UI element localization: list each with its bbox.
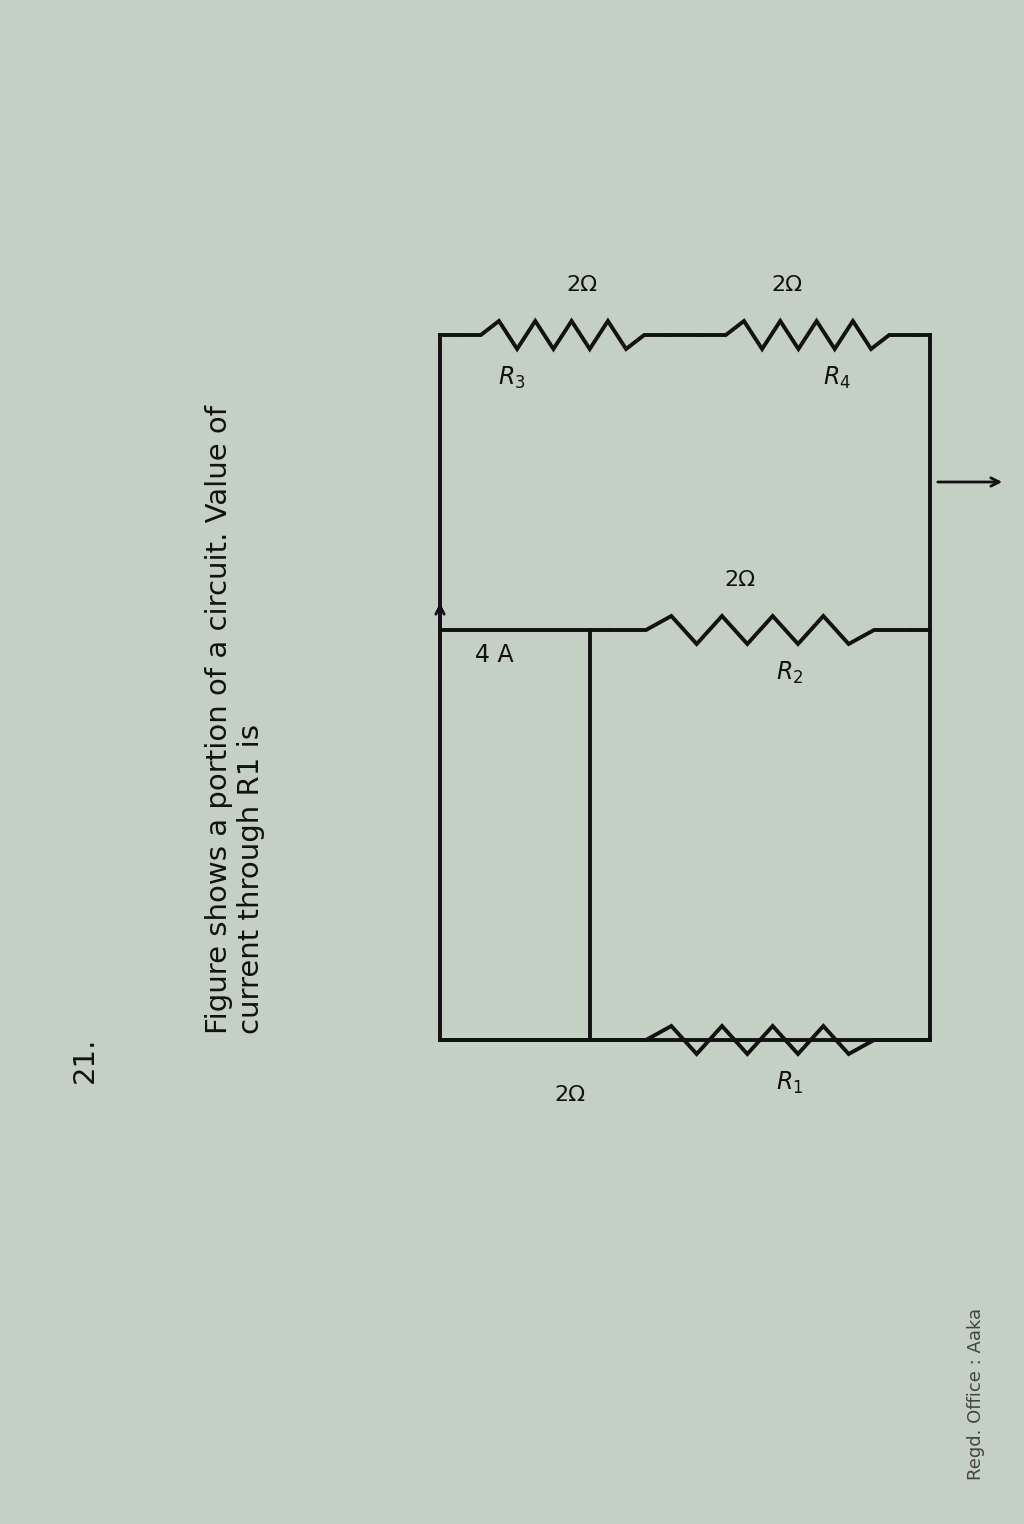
Text: 2Ω: 2Ω: [566, 274, 598, 296]
Text: 2Ω: 2Ω: [724, 570, 756, 590]
Text: 2Ω: 2Ω: [554, 1085, 586, 1105]
Text: $R_1$: $R_1$: [776, 1070, 804, 1096]
Text: $R_3$: $R_3$: [499, 366, 525, 392]
Text: $R_4$: $R_4$: [823, 366, 851, 392]
Text: 21.: 21.: [71, 1036, 99, 1084]
Text: 2Ω: 2Ω: [771, 274, 803, 296]
Text: 4 A: 4 A: [475, 643, 514, 668]
Text: Regd. Office : Aaka: Regd. Office : Aaka: [967, 1308, 985, 1480]
Text: Figure shows a portion of a circuit. Value of
current through R1 is: Figure shows a portion of a circuit. Val…: [205, 405, 265, 1035]
Text: $R_2$: $R_2$: [776, 660, 804, 686]
